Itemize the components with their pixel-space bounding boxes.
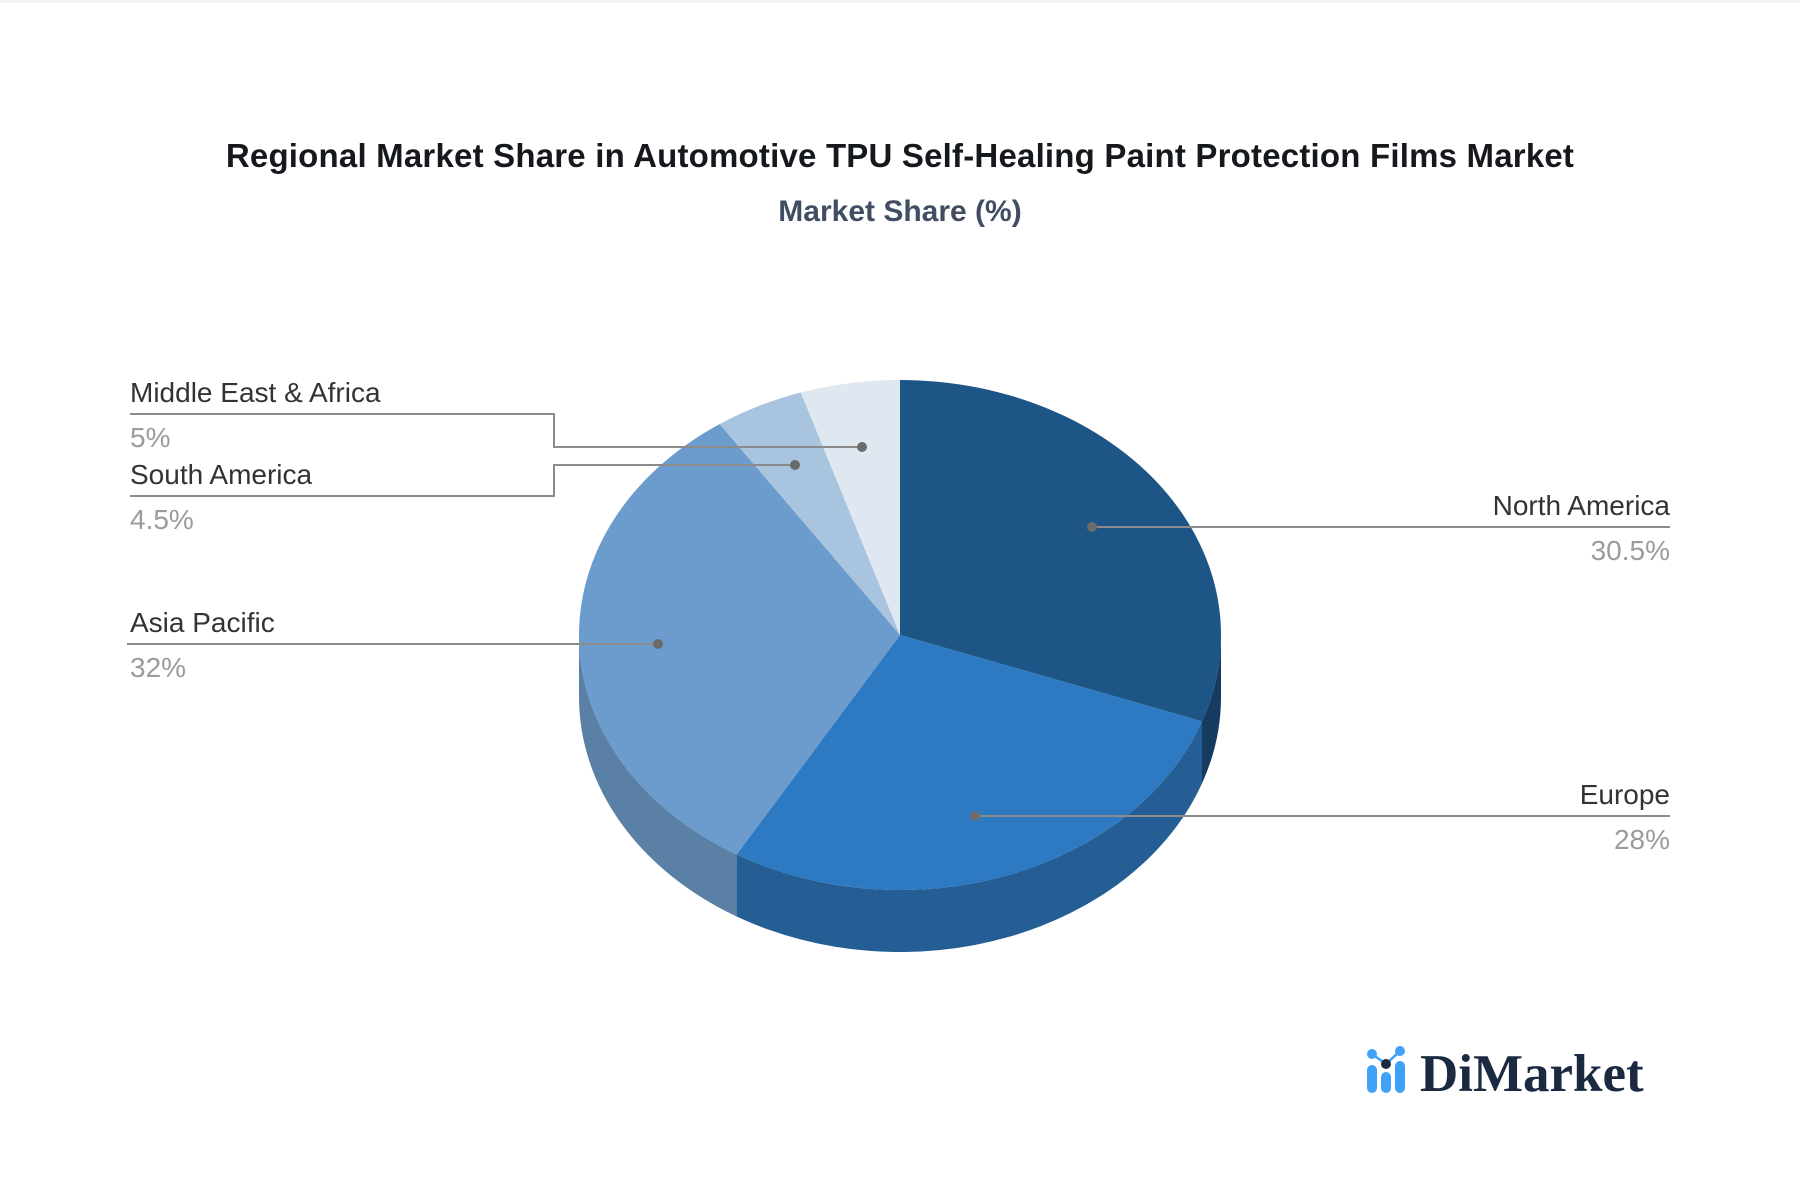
leader-dot: [857, 442, 867, 452]
callout-north-america: North America 30.5%: [1087, 490, 1670, 566]
pie-side-europe: [736, 721, 1202, 953]
callout-value: 32%: [130, 652, 186, 683]
chart-subtitle: Market Share (%): [778, 195, 1022, 228]
dimarket-logo: DiMarket: [1367, 1045, 1644, 1103]
pie-side-asia-pacific: [579, 635, 737, 917]
pie-slice-north-america[interactable]: [900, 380, 1221, 722]
callout-label: Asia Pacific: [130, 607, 275, 638]
callout-value: 4.5%: [130, 504, 194, 535]
leader-dot: [970, 811, 980, 821]
bar-line-chart-icon: [1367, 1046, 1405, 1093]
callout-south-america: South America 4.5%: [130, 459, 800, 535]
pie-chart: North America 30.5% Europe 28% Asia Pacific 3…: [127, 377, 1670, 1103]
callout-label: Middle East & Africa: [130, 377, 381, 408]
leader-dot: [1087, 522, 1097, 532]
logo-bar: [1381, 1072, 1391, 1093]
callout-value: 5%: [130, 422, 170, 453]
leader-line: [130, 464, 795, 497]
logo-dot: [1381, 1059, 1391, 1069]
logo-bar: [1367, 1065, 1377, 1093]
pie-side-north-america: [1202, 635, 1221, 784]
callout-label: North America: [1493, 490, 1671, 521]
callout-value: 28%: [1614, 824, 1670, 855]
pie-slice-south-america[interactable]: [719, 392, 900, 636]
pie-slice-europe[interactable]: [736, 635, 1202, 891]
callout-label: South America: [130, 459, 313, 490]
callout-asia-pacific: Asia Pacific 32%: [127, 607, 663, 683]
callout-europe: Europe 28%: [970, 779, 1670, 855]
logo-bar: [1395, 1061, 1405, 1093]
callout-label: Europe: [1580, 779, 1670, 810]
callout-middle-east-africa: Middle East & Africa 5%: [130, 377, 867, 453]
logo-text: DiMarket: [1420, 1045, 1644, 1103]
pie-slice-middle-east-africa[interactable]: [800, 380, 900, 635]
callout-value: 30.5%: [1591, 535, 1670, 566]
pie-slice-asia-pacific[interactable]: [579, 424, 900, 855]
leader-line: [130, 413, 862, 448]
logo-dot: [1395, 1046, 1405, 1056]
leader-dot: [653, 639, 663, 649]
chart-title: Regional Market Share in Automotive TPU …: [225, 137, 1575, 174]
leader-dot: [790, 460, 800, 470]
logo-dot: [1367, 1049, 1377, 1059]
